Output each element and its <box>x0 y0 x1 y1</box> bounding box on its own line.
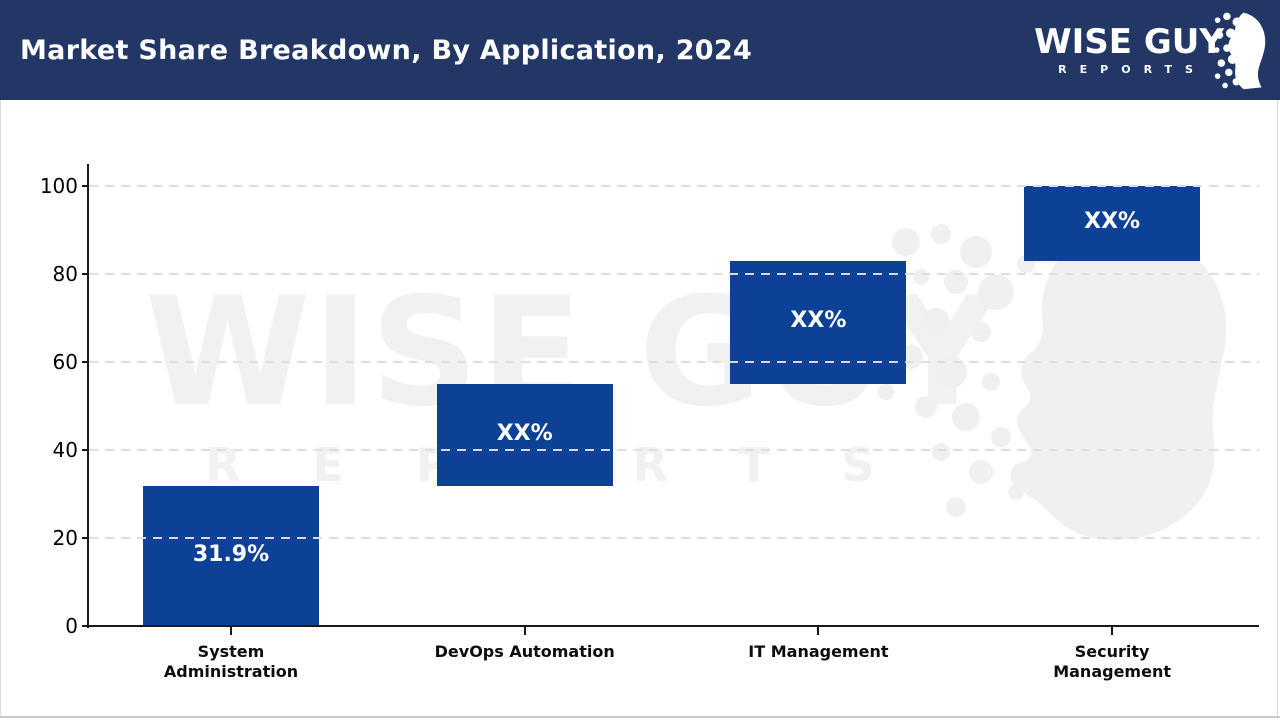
bar <box>730 260 907 384</box>
bar-value-label: XX% <box>496 420 553 446</box>
y-tick <box>82 361 89 363</box>
grid-line <box>89 361 1259 363</box>
y-tick <box>82 449 89 451</box>
x-tick <box>523 627 526 635</box>
bar-value-label: XX% <box>1084 209 1141 235</box>
watermark-face-icon <box>878 222 1227 541</box>
brand-name-text: WISE GUY <box>1034 21 1224 62</box>
x-axis <box>87 625 1259 627</box>
bar <box>436 384 613 486</box>
y-tick-label: 60 <box>52 350 78 374</box>
y-axis <box>87 164 89 628</box>
x-tick <box>817 627 820 635</box>
logo-face-icon <box>1213 12 1266 90</box>
bar <box>143 485 319 626</box>
brand-wordmark: WISE GUY REPORTS <box>1034 25 1224 76</box>
y-tick-label: 40 <box>52 438 78 462</box>
y-tick <box>82 273 89 275</box>
bar-value-label: 31.9% <box>192 541 270 567</box>
category-label: IT Management <box>748 642 889 661</box>
y-tick <box>82 537 89 539</box>
category-label: System Administration <box>163 642 299 681</box>
y-tick-label: 80 <box>52 262 78 286</box>
page-title: Market Share Breakdown, By Application, … <box>20 34 753 66</box>
grid-line <box>89 273 1259 275</box>
brand-logo: WISE GUY REPORTS <box>1018 6 1268 94</box>
x-tick <box>1111 627 1114 635</box>
bottom-divider <box>0 716 1280 718</box>
y-tick-label: 0 <box>65 614 78 638</box>
bar-value-label: XX% <box>790 308 847 334</box>
chart-area: WISE GUY REPORTS 02040608010031.9%System… <box>0 100 1278 716</box>
grid-line <box>89 185 1259 187</box>
x-tick <box>230 627 232 635</box>
y-tick-label: 20 <box>52 526 78 550</box>
category-label: DevOps Automation <box>434 642 615 661</box>
y-tick <box>82 625 89 627</box>
brand-subtitle-text: REPORTS <box>1058 62 1206 76</box>
y-tick-label: 100 <box>39 174 78 198</box>
category-label: Security Management <box>1053 642 1171 681</box>
grid-line <box>89 537 1259 539</box>
header: Market Share Breakdown, By Application, … <box>0 0 1280 100</box>
bar <box>1024 186 1201 261</box>
y-tick <box>82 185 89 187</box>
grid-line <box>89 449 1259 451</box>
